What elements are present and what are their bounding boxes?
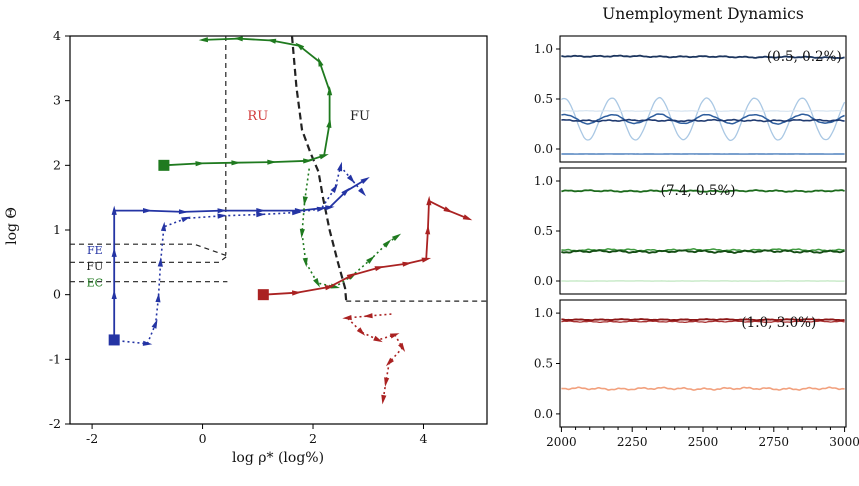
svg-text:2250: 2250 bbox=[617, 435, 648, 449]
svg-text:0.5: 0.5 bbox=[534, 92, 553, 106]
svg-text:2: 2 bbox=[309, 431, 317, 446]
svg-text:RU: RU bbox=[247, 109, 268, 124]
svg-text:0.0: 0.0 bbox=[534, 274, 553, 288]
svg-text:4: 4 bbox=[53, 28, 61, 43]
svg-text:-1: -1 bbox=[49, 351, 61, 366]
svg-text:2750: 2750 bbox=[759, 435, 790, 449]
phase-yaxis-label: log Θ bbox=[4, 207, 20, 245]
svg-text:1.0: 1.0 bbox=[534, 174, 553, 188]
svg-text:2500: 2500 bbox=[688, 435, 719, 449]
svg-text:1.0: 1.0 bbox=[534, 306, 553, 320]
svg-text:FU: FU bbox=[86, 260, 103, 273]
svg-text:2000: 2000 bbox=[546, 435, 577, 449]
svg-text:0.0: 0.0 bbox=[534, 142, 553, 156]
phase-diagram-plot: -2 0 2 4 -2 -1 0 1 2 3 4 RU FU FE FU EC bbox=[49, 28, 488, 446]
svg-text:1.0: 1.0 bbox=[534, 42, 553, 56]
svg-text:2: 2 bbox=[53, 157, 61, 172]
svg-text:(0.5, 0.2%): (0.5, 0.2%) bbox=[767, 49, 842, 65]
svg-text:3000: 3000 bbox=[829, 435, 859, 449]
svg-text:0.0: 0.0 bbox=[534, 407, 553, 421]
svg-text:0: 0 bbox=[53, 287, 61, 302]
svg-text:-2: -2 bbox=[86, 431, 98, 446]
svg-text:-2: -2 bbox=[49, 416, 61, 431]
svg-text:0.5: 0.5 bbox=[534, 357, 553, 371]
svg-text:EC: EC bbox=[87, 276, 103, 289]
svg-text:3: 3 bbox=[53, 93, 61, 108]
svg-text:(1.0, 3.0%): (1.0, 3.0%) bbox=[741, 315, 816, 331]
svg-text:4: 4 bbox=[420, 431, 428, 446]
svg-text:1: 1 bbox=[53, 222, 61, 237]
svg-text:0.5: 0.5 bbox=[534, 224, 553, 238]
svg-text:0: 0 bbox=[199, 431, 207, 446]
svg-text:FE: FE bbox=[87, 244, 103, 257]
phase-xaxis-label: log ρ* (log%) bbox=[231, 450, 325, 466]
svg-text:FU: FU bbox=[350, 109, 370, 124]
dynamics-title: Unemployment Dynamics bbox=[602, 5, 804, 23]
unemployment-dynamics-plot: 0.0 0.5 1.0 (0.5, 0.2%) 0.0 0.5 1.0 (7.4, 0.5%)… bbox=[534, 35, 859, 449]
svg-text:(7.4, 0.5%): (7.4, 0.5%) bbox=[661, 183, 736, 199]
